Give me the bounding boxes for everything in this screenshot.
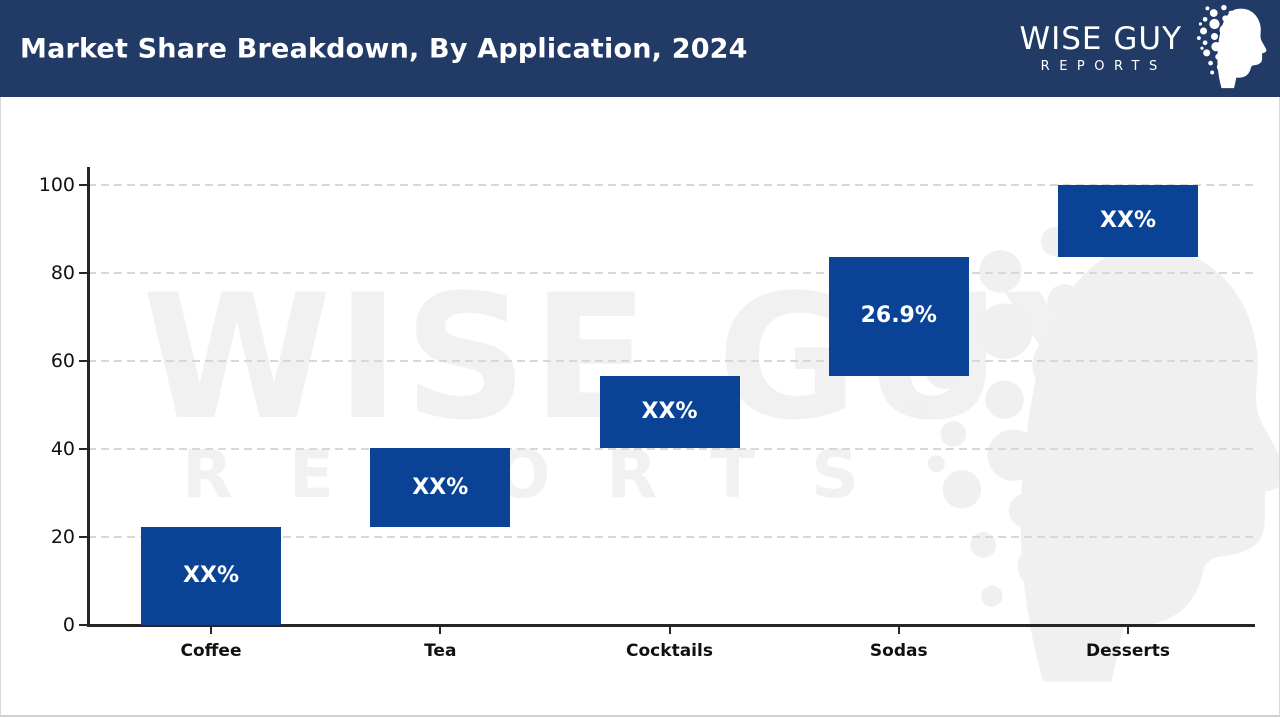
bar-label-coffee: XX%: [183, 563, 239, 589]
y-tick-20: [79, 536, 88, 538]
x-tick-label-desserts: Desserts: [1085, 641, 1171, 661]
bar-label-desserts: XX%: [1100, 208, 1156, 234]
y-tick-label-40: 40: [50, 438, 75, 460]
bar-desserts: [1058, 185, 1198, 258]
watermark-head-profile-icon: [908, 226, 1280, 682]
x-tick-label-sodas: Sodas: [869, 641, 928, 661]
gridline-20: [88, 536, 1254, 538]
watermark-subtitle: REPORTS: [182, 436, 915, 513]
y-axis-spine: [87, 167, 90, 627]
page-left-border: [0, 97, 1, 716]
y-tick-60: [79, 360, 88, 362]
y-tick-0: [79, 624, 88, 626]
logo-wordmark: WISE GUY: [1019, 20, 1182, 57]
x-tick-cocktails: [668, 626, 671, 634]
y-tick-label-20: 20: [50, 526, 75, 548]
x-tick-desserts: [1127, 626, 1129, 634]
gridline-60: [88, 360, 1254, 362]
bar-tea: [370, 448, 511, 528]
logo-subtitle: REPORTS: [1040, 58, 1167, 74]
bar-label-cocktails: XX%: [641, 398, 698, 424]
logo-text: WISE GUY REPORTS: [1019, 20, 1182, 74]
header-band: Market Share Breakdown, By Application, …: [0, 0, 1280, 97]
x-tick-sodas: [897, 626, 900, 634]
bar-coffee: [141, 527, 281, 625]
y-tick-label-80: 80: [50, 262, 75, 284]
gridline-100: [88, 184, 1254, 186]
y-tick-label-100: 100: [38, 174, 75, 196]
x-axis-spine: [87, 624, 1255, 627]
bar-label-sodas: 26.9%: [860, 303, 937, 329]
y-tick-100: [79, 184, 88, 186]
x-tick-tea: [439, 626, 442, 634]
x-tick-coffee: [210, 626, 212, 634]
y-tick-label-60: 60: [50, 350, 75, 372]
y-tick-80: [79, 272, 88, 274]
x-tick-label-cocktails: Cocktails: [626, 641, 713, 661]
x-tick-label-tea: Tea: [424, 641, 457, 661]
head-profile-dots-icon: [1196, 4, 1267, 88]
y-tick-40: [79, 448, 88, 450]
page-bottom-border: [0, 715, 1280, 717]
bar-sodas: [828, 257, 969, 376]
bar-cocktails: [599, 375, 740, 449]
bar-label-tea: XX%: [412, 474, 469, 500]
gridline-40: [88, 448, 1254, 450]
gridline-80: [88, 272, 1254, 274]
x-tick-label-coffee: Coffee: [180, 641, 242, 661]
chart-title: Market Share Breakdown, By Application, …: [20, 33, 748, 64]
wise-guy-reports-logo: WISE GUY REPORTS: [1019, 0, 1270, 97]
y-tick-label-0: 0: [62, 614, 75, 636]
